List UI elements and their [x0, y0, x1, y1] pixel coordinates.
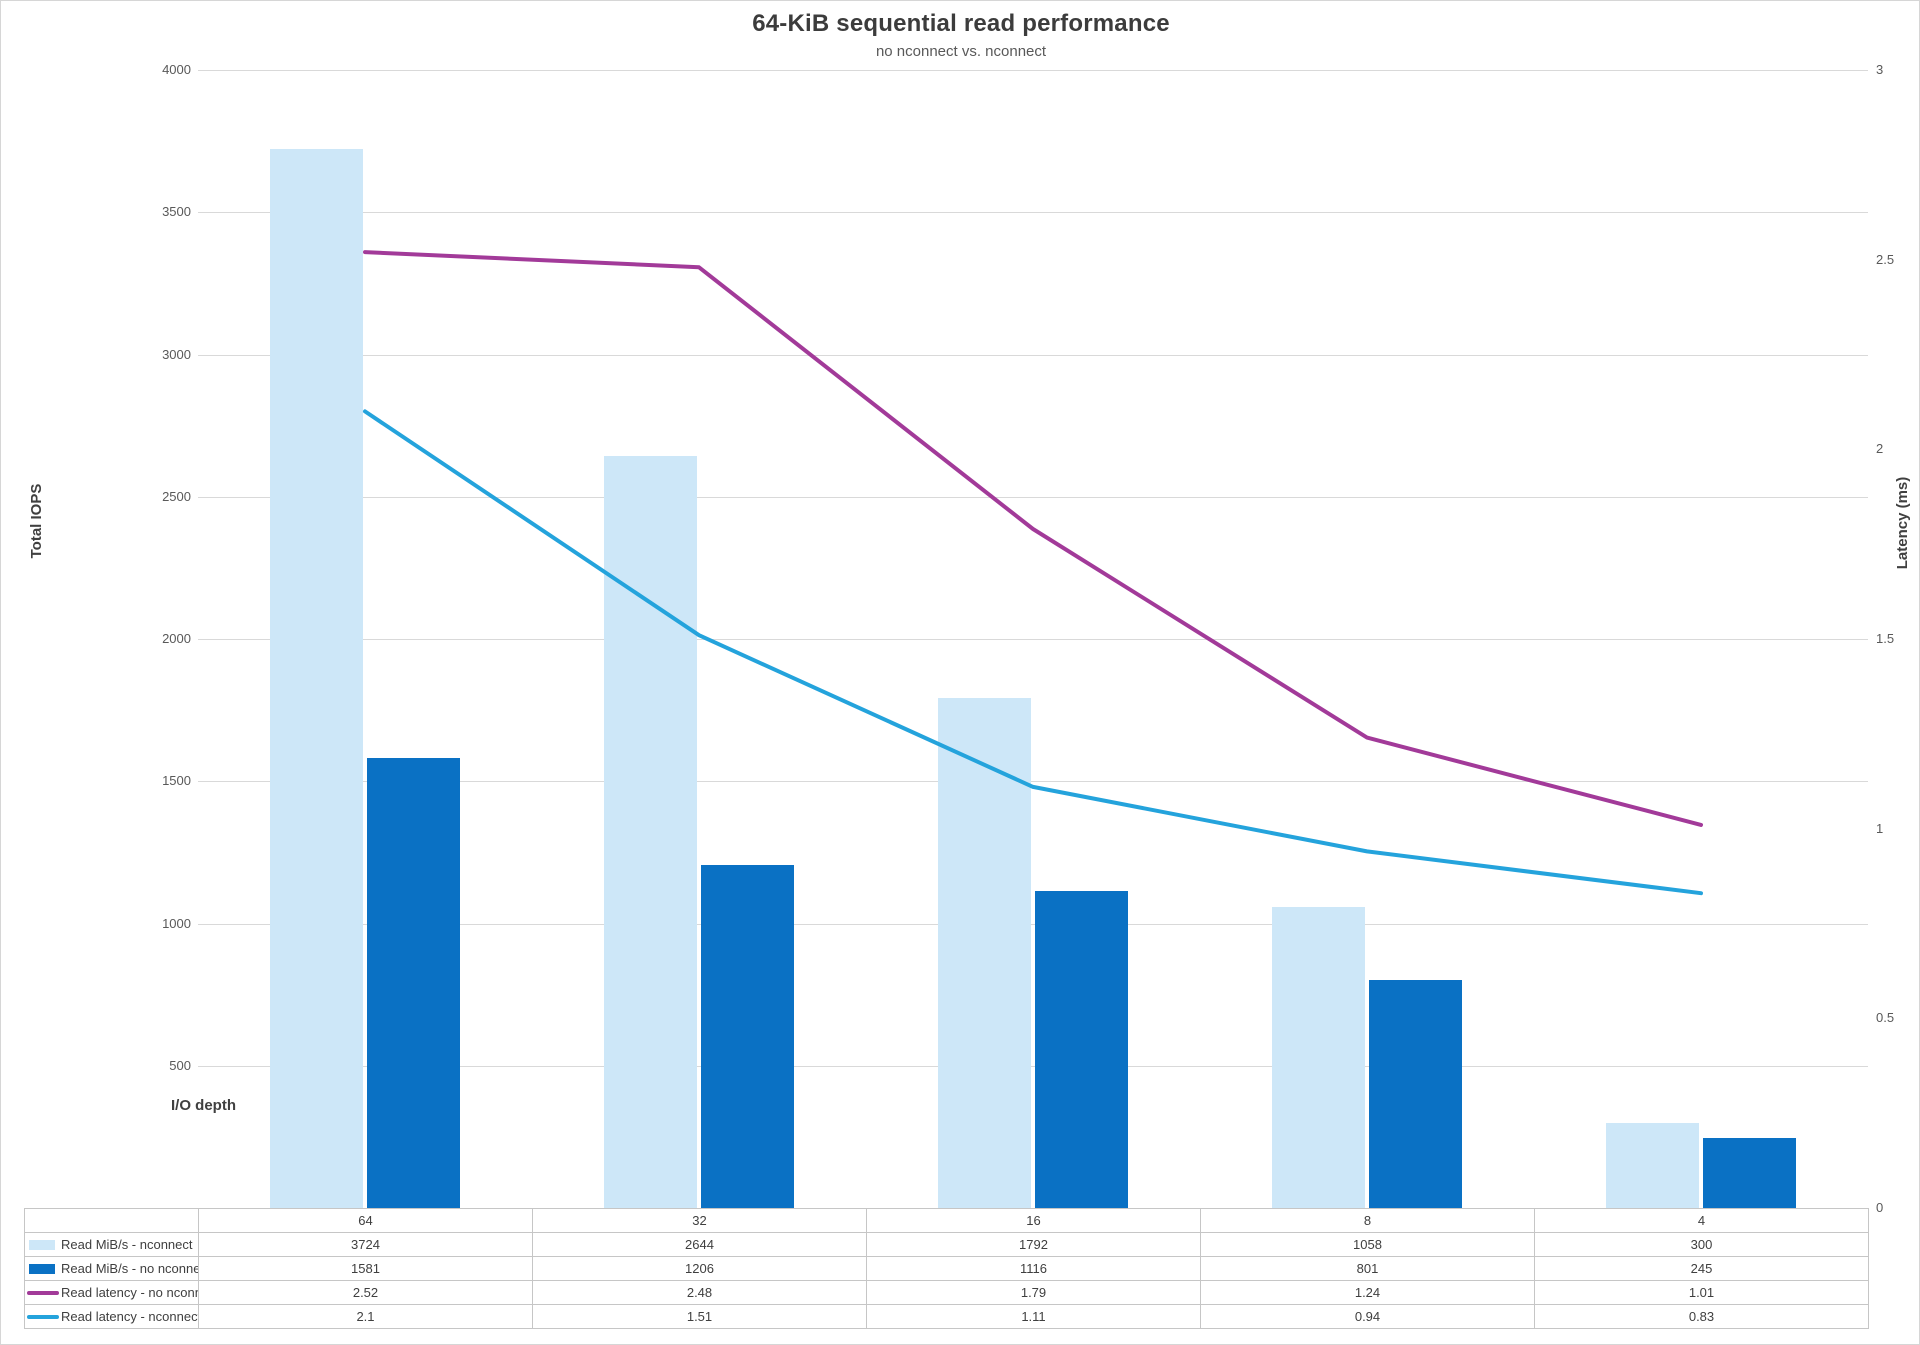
table-header-cell: 16: [867, 1209, 1201, 1233]
chart-title: 64-KiB sequential read performance: [752, 10, 1170, 37]
table-value-cell: 0.83: [1535, 1305, 1869, 1329]
gridline: [198, 354, 1868, 356]
legend-label: Read MiB/s - nconnect: [61, 1237, 193, 1252]
left-axis-title: Total IOPS: [28, 483, 45, 559]
gridline: [198, 496, 1868, 498]
table-value-cell: 1581: [199, 1257, 533, 1281]
table-value-cell: 801: [1201, 1257, 1535, 1281]
table-header-cell: 8: [1201, 1209, 1535, 1233]
table-value-cell: 2.48: [533, 1281, 867, 1305]
left-axis-tick: 1000: [162, 915, 191, 931]
bar-read-mib-s-no-nconnect: [1703, 1138, 1796, 1208]
left-axis-tick: 500: [169, 1057, 191, 1073]
line-read-latency-nconnect: [363, 409, 1703, 896]
gridline: [198, 70, 1868, 71]
left-axis-tick: 3000: [162, 346, 191, 362]
bar-read-mib-s-nconnect: [604, 455, 697, 1208]
table-header-cell: 64: [199, 1209, 533, 1233]
bar-read-mib-s-nconnect: [938, 698, 1031, 1208]
bar-read-mib-s-nconnect: [270, 148, 363, 1208]
table-corner-cell: [25, 1209, 199, 1233]
left-axis-tick: 1500: [162, 773, 191, 789]
bar-read-mib-s-nconnect: [1606, 1122, 1699, 1208]
table-value-cell: 1.24: [1201, 1281, 1535, 1305]
right-axis-tick: 0: [1876, 1200, 1884, 1215]
table-value-cell: 3724: [199, 1233, 533, 1257]
data-table-legend: 64 32 16 8 4 Read MiB/s - nconnect 3724 2644 179…: [24, 1208, 1869, 1329]
legend-key-read-latency-nconnect: Read latency - nconnect: [25, 1305, 199, 1329]
right-axis-title: Latency (ms): [1894, 476, 1911, 570]
right-axis-tick: 1: [1876, 820, 1884, 836]
left-axis-tick: 2000: [162, 631, 191, 646]
right-axis-tick: 2.5: [1876, 251, 1895, 267]
bar-read-mib-s-no-nconnect: [1369, 980, 1462, 1208]
table-value-cell: 1792: [867, 1233, 1201, 1257]
legend-bar-swatch: [29, 1239, 55, 1250]
gridline: [198, 639, 1868, 640]
legend-bar-swatch: [29, 1263, 55, 1274]
table-value-cell: 1058: [1201, 1233, 1535, 1257]
table-value-cell: 2644: [533, 1233, 867, 1257]
line-read-latency-no-nconnect: [363, 250, 1703, 827]
legend-key-read-latency-no-nconnect: Read latency - no nconnect: [25, 1281, 199, 1305]
table-value-cell: 1.51: [533, 1305, 867, 1329]
right-axis-tick: 3: [1876, 62, 1884, 77]
gridline: [198, 923, 1868, 925]
table-value-cell: 1206: [533, 1257, 867, 1281]
bar-read-mib-s-no-nconnect: [1035, 890, 1128, 1208]
table-value-cell: 0.94: [1201, 1305, 1535, 1329]
table-value-cell: 1116: [867, 1257, 1201, 1281]
table-value-cell: 1.79: [867, 1281, 1201, 1305]
table-value-cell: 245: [1535, 1257, 1869, 1281]
gridline: [198, 1065, 1868, 1067]
table-header-cell: 32: [533, 1209, 867, 1233]
left-axis-tick: 2500: [162, 488, 191, 504]
bar-read-mib-s-nconnect: [1272, 907, 1365, 1208]
table-value-cell: 2.52: [199, 1281, 533, 1305]
legend-label: Read MiB/s - no nconnect: [61, 1261, 199, 1276]
legend-line-swatch: [27, 1314, 59, 1319]
table-value-cell: 1.01: [1535, 1281, 1869, 1305]
legend-key-read-mib-s-nconnect: Read MiB/s - nconnect: [25, 1233, 199, 1257]
right-axis-tick: 1.5: [1876, 631, 1895, 646]
x-axis-title: I/O depth: [171, 1097, 236, 1114]
legend-key-read-mib-s-no-nconnect: Read MiB/s - no nconnect: [25, 1257, 199, 1281]
legend-label: Read latency - no nconnect: [61, 1285, 198, 1300]
gridline: [198, 212, 1868, 214]
legend-line-swatch: [27, 1290, 59, 1295]
bar-read-mib-s-no-nconnect: [701, 864, 794, 1208]
table-header-cell: 4: [1535, 1209, 1869, 1233]
chart-subtitle: no nconnect vs. nconnect: [875, 43, 1047, 60]
right-axis-tick: 2: [1876, 441, 1884, 457]
left-axis-tick: 4000: [162, 62, 191, 77]
right-axis-tick: 0.5: [1876, 1010, 1895, 1026]
table-value-cell: 1.11: [867, 1305, 1201, 1329]
table-value-cell: 300: [1535, 1233, 1869, 1257]
bar-read-mib-s-no-nconnect: [367, 758, 460, 1208]
left-axis-tick: 3500: [162, 204, 191, 220]
table-value-cell: 2.1: [199, 1305, 533, 1329]
legend-label: Read latency - nconnect: [61, 1309, 199, 1324]
